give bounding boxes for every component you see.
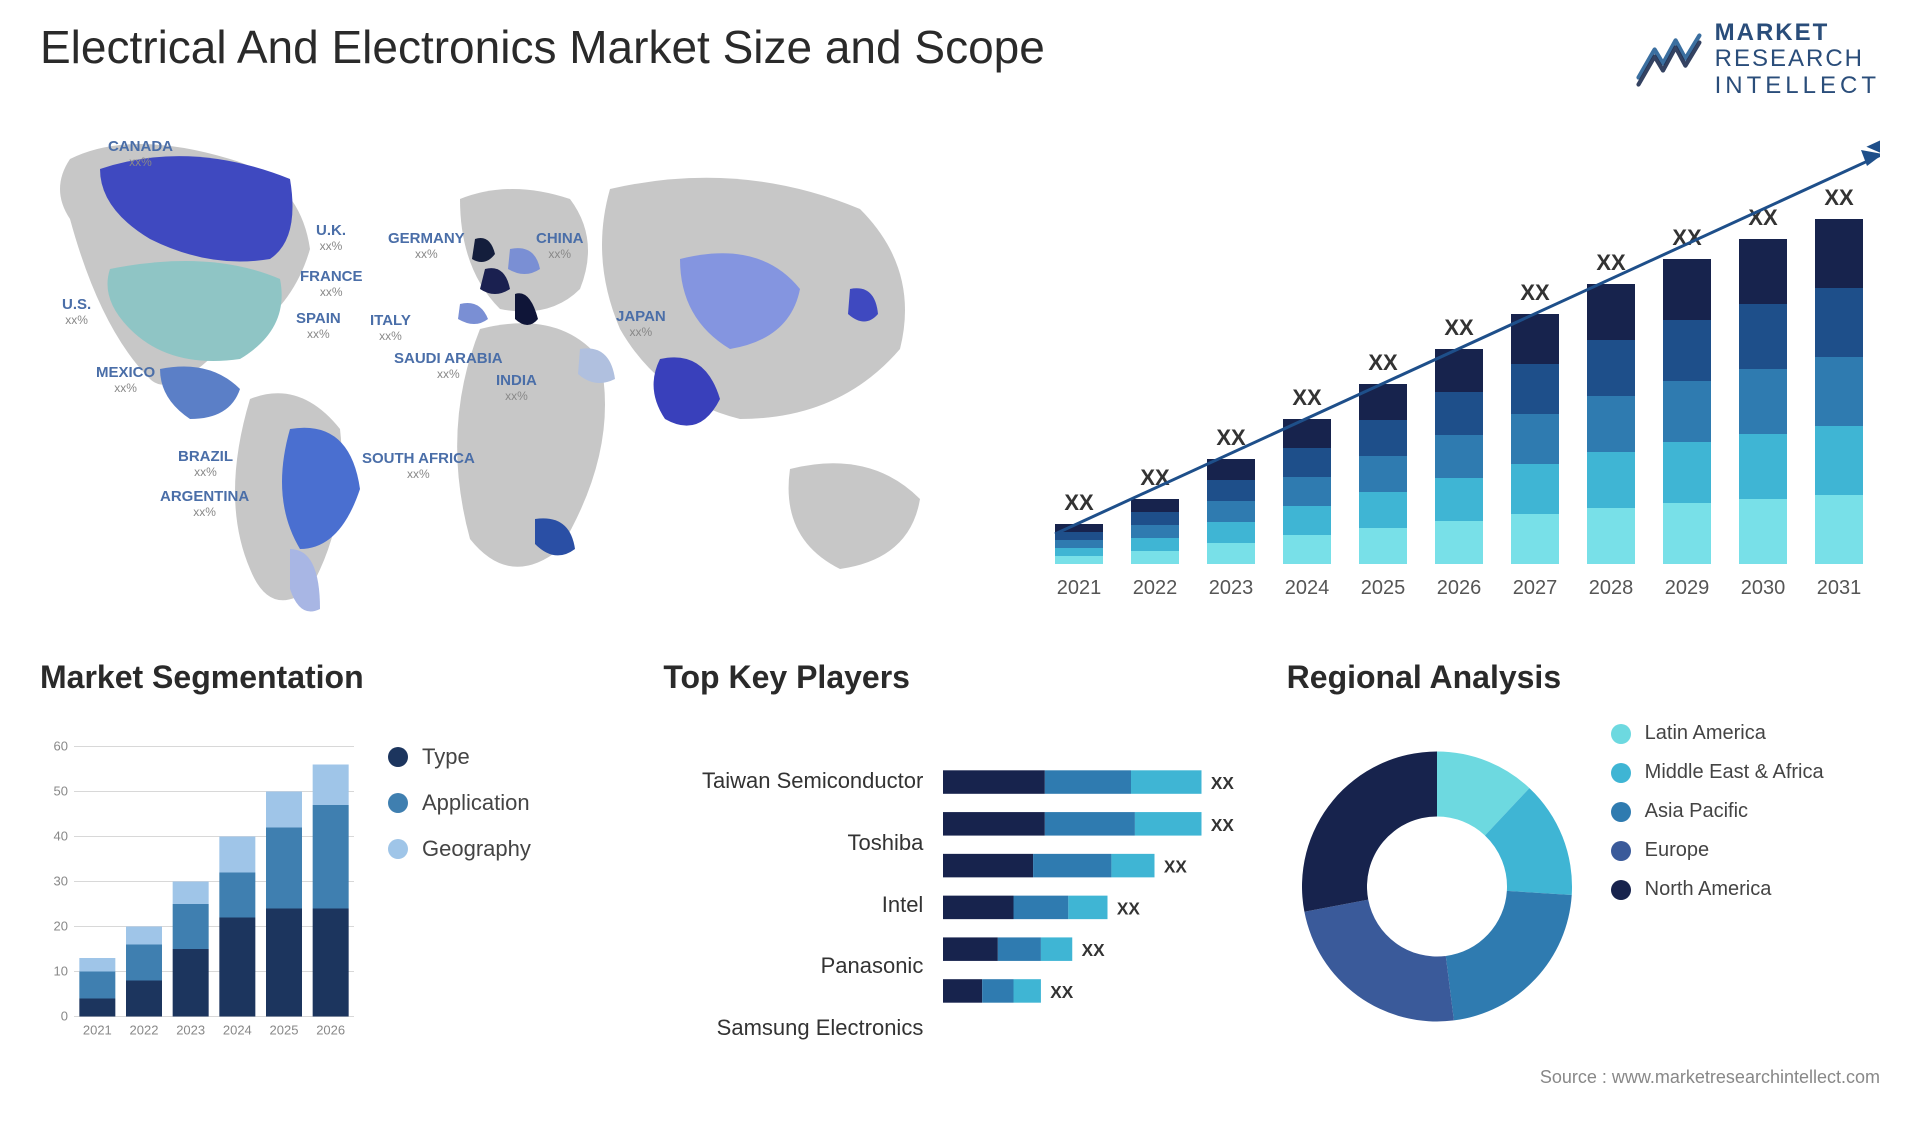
logo-text-1: MARKET <box>1715 19 1830 46</box>
player-label: Samsung Electronics <box>663 1015 923 1041</box>
map-label-italy: ITALYxx% <box>370 313 411 343</box>
map-label-japan: JAPANxx% <box>616 309 666 339</box>
svg-text:2021: 2021 <box>83 1023 112 1038</box>
svg-text:XX: XX <box>1051 982 1074 1002</box>
region-legend-item: Latin America <box>1611 722 1880 745</box>
player-label: Panasonic <box>663 953 923 979</box>
logo-mark-icon <box>1635 30 1705 90</box>
map-label-india: INDIAxx% <box>496 373 537 403</box>
segmentation-legend: Type Application Geography <box>388 714 633 1059</box>
region-legend-item: North America <box>1611 878 1880 901</box>
svg-text:50: 50 <box>54 784 68 799</box>
map-label-u-s-: U.S.xx% <box>62 297 91 327</box>
segmentation-title: Market Segmentation <box>40 659 633 696</box>
regional-legend: Latin America Middle East & Africa Asia Pa… <box>1611 714 1880 1059</box>
players-title: Top Key Players <box>663 659 1256 696</box>
map-label-argentina: ARGENTINAxx% <box>160 489 249 519</box>
seg-legend-application: Application <box>388 790 633 816</box>
map-label-mexico: MEXICOxx% <box>96 365 155 395</box>
seg-legend-geography: Geography <box>388 836 633 862</box>
map-label-canada: CANADAxx% <box>108 139 173 169</box>
source-text: Source : www.marketresearchintellect.com <box>40 1067 1880 1088</box>
svg-text:2025: 2025 <box>1361 577 1406 599</box>
svg-text:2026: 2026 <box>316 1023 345 1038</box>
svg-text:XX: XX <box>1211 815 1234 835</box>
brand-logo: MARKET RESEARCH INTELLECT <box>1635 20 1880 99</box>
seg-legend-type: Type <box>388 744 633 770</box>
svg-text:0: 0 <box>61 1009 68 1024</box>
player-label: Toshiba <box>663 830 923 856</box>
svg-text:XX: XX <box>1216 425 1246 450</box>
svg-text:XX: XX <box>1292 385 1322 410</box>
svg-text:40: 40 <box>54 829 68 844</box>
svg-text:2022: 2022 <box>130 1023 159 1038</box>
segmentation-chart: 0 10 20 30 40 50 60 2021 2022 2023 2024 2025 2026 <box>40 714 360 1059</box>
region-legend-item: Europe <box>1611 839 1880 862</box>
svg-text:XX: XX <box>1064 490 1094 515</box>
svg-text:XX: XX <box>1444 315 1474 340</box>
svg-text:2022: 2022 <box>1133 577 1178 599</box>
svg-text:30: 30 <box>54 874 68 889</box>
world-map: CANADAxx% U.S.xx% MEXICOxx% BRAZILxx% ARGENT… <box>40 119 980 629</box>
svg-text:2024: 2024 <box>223 1023 252 1038</box>
svg-text:XX: XX <box>1164 857 1187 877</box>
logo-text-3: INTELLECT <box>1715 73 1880 99</box>
svg-text:XX: XX <box>1117 899 1140 919</box>
regional-donut <box>1287 714 1587 1059</box>
svg-text:2024: 2024 <box>1285 577 1330 599</box>
map-label-germany: GERMANYxx% <box>388 231 465 261</box>
svg-text:2023: 2023 <box>176 1023 205 1038</box>
player-label: Intel <box>663 892 923 918</box>
svg-text:XX: XX <box>1520 280 1550 305</box>
svg-text:XX: XX <box>1082 940 1105 960</box>
map-label-saudi-arabia: SAUDI ARABIAxx% <box>394 351 503 381</box>
regional-title: Regional Analysis <box>1287 659 1880 696</box>
svg-text:2023: 2023 <box>1209 577 1254 599</box>
map-label-france: FRANCExx% <box>300 269 363 299</box>
map-label-brazil: BRAZILxx% <box>178 449 233 479</box>
svg-text:2026: 2026 <box>1437 577 1482 599</box>
svg-text:2025: 2025 <box>270 1023 299 1038</box>
svg-text:2030: 2030 <box>1741 577 1786 599</box>
svg-text:60: 60 <box>54 739 68 754</box>
svg-text:XX: XX <box>1596 250 1626 275</box>
region-legend-item: Asia Pacific <box>1611 800 1880 823</box>
svg-text:2027: 2027 <box>1513 577 1558 599</box>
player-label: Taiwan Semiconductor <box>663 768 923 794</box>
map-label-south-africa: SOUTH AFRICAxx% <box>362 451 475 481</box>
svg-text:2021: 2021 <box>1057 577 1102 599</box>
svg-text:XX: XX <box>1824 185 1854 210</box>
page-title: Electrical And Electronics Market Size a… <box>40 20 1045 74</box>
svg-text:XX: XX <box>1211 773 1234 793</box>
svg-text:10: 10 <box>54 964 68 979</box>
region-legend-item: Middle East & Africa <box>1611 761 1880 784</box>
svg-text:XX: XX <box>1368 350 1398 375</box>
svg-text:XX: XX <box>1140 465 1170 490</box>
map-label-u-k-: U.K.xx% <box>316 223 346 253</box>
growth-chart: XX 2021 XX 2022 XX 2023 XX 2024 XX 2025 XX 2026 XX 20… <box>1010 119 1880 629</box>
svg-text:2029: 2029 <box>1665 577 1710 599</box>
svg-text:20: 20 <box>54 919 68 934</box>
svg-text:2028: 2028 <box>1589 577 1634 599</box>
player-labels: Taiwan Semiconductor Toshiba Intel Panasoni… <box>663 714 923 1059</box>
map-label-spain: SPAINxx% <box>296 311 341 341</box>
players-chart: XX XX XX XX XX XX <box>943 714 1256 1059</box>
map-label-china: CHINAxx% <box>536 231 584 261</box>
svg-text:2031: 2031 <box>1817 577 1862 599</box>
logo-text-2: RESEARCH <box>1715 46 1880 72</box>
